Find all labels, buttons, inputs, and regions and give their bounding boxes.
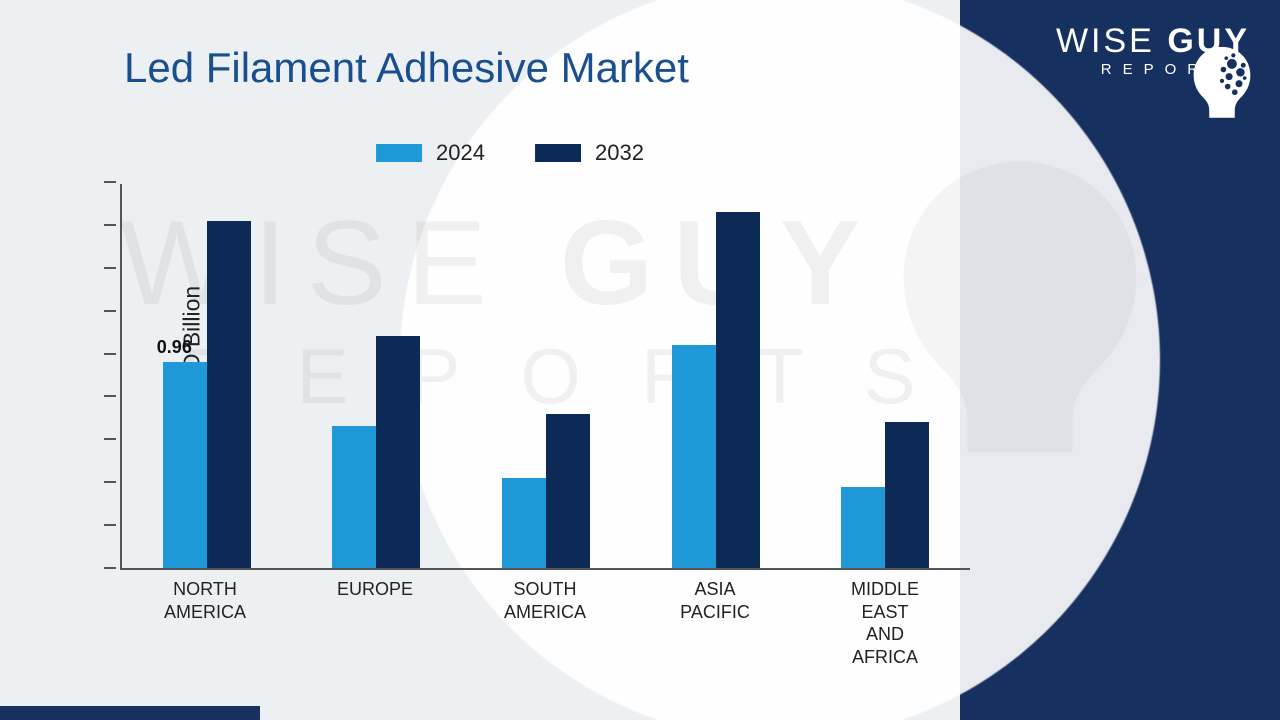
- legend-swatch-icon: [535, 144, 581, 162]
- bar: [376, 336, 420, 568]
- stage: WISE GUY REPORTS WISE GUY REPORTS Led Fi…: [0, 0, 1280, 720]
- bar: [502, 478, 546, 568]
- y-axis-tick: [104, 395, 116, 397]
- legend-label: 2032: [595, 140, 644, 166]
- chart-title: Led Filament Adhesive Market: [124, 44, 689, 92]
- bar: [207, 221, 251, 568]
- y-axis-tick: [104, 224, 116, 226]
- brand-line1-light: WISE: [1056, 22, 1155, 60]
- legend-item: 2024: [376, 140, 485, 166]
- chart-legend: 2024 2032: [376, 140, 644, 166]
- y-axis-tick: [104, 438, 116, 440]
- footer-accent-strip: [0, 706, 260, 720]
- bar: [332, 426, 376, 568]
- x-axis-label: EUROPE: [300, 578, 450, 668]
- bar-group: 0.96: [132, 184, 282, 568]
- y-axis-tick: [104, 567, 116, 569]
- bar-group: [641, 184, 791, 568]
- bar-groups: 0.96: [122, 184, 970, 568]
- x-axis-label: SOUTH AMERICA: [470, 578, 620, 668]
- legend-label: 2024: [436, 140, 485, 166]
- legend-item: 2032: [535, 140, 644, 166]
- bar-group: [810, 184, 960, 568]
- y-axis-tick: [104, 481, 116, 483]
- x-axis-label: MIDDLE EAST AND AFRICA: [810, 578, 960, 668]
- y-axis-tick: [104, 524, 116, 526]
- bar: [672, 345, 716, 568]
- plot-region: 0.96: [120, 184, 970, 570]
- bar: [546, 414, 590, 568]
- y-axis-tick: [104, 181, 116, 183]
- chart-area: Market Size in USD Billion 2024 2032 0.9…: [50, 140, 970, 700]
- bar: [716, 212, 760, 568]
- y-axis-tick: [104, 310, 116, 312]
- bar: [841, 487, 885, 568]
- x-axis-labels: NORTH AMERICAEUROPESOUTH AMERICAASIA PAC…: [120, 578, 970, 668]
- brand-head-icon: [1186, 44, 1258, 122]
- bar-group: [471, 184, 621, 568]
- bar: [163, 362, 207, 568]
- x-axis-label: ASIA PACIFIC: [640, 578, 790, 668]
- bar-group: [301, 184, 451, 568]
- y-axis-tick: [104, 353, 116, 355]
- brand-logo: WISE GUY REPORTS: [1056, 24, 1250, 77]
- x-axis-label: NORTH AMERICA: [130, 578, 280, 668]
- bar-value-label: 0.96: [157, 337, 192, 358]
- legend-swatch-icon: [376, 144, 422, 162]
- y-axis-tick: [104, 267, 116, 269]
- bar: [885, 422, 929, 568]
